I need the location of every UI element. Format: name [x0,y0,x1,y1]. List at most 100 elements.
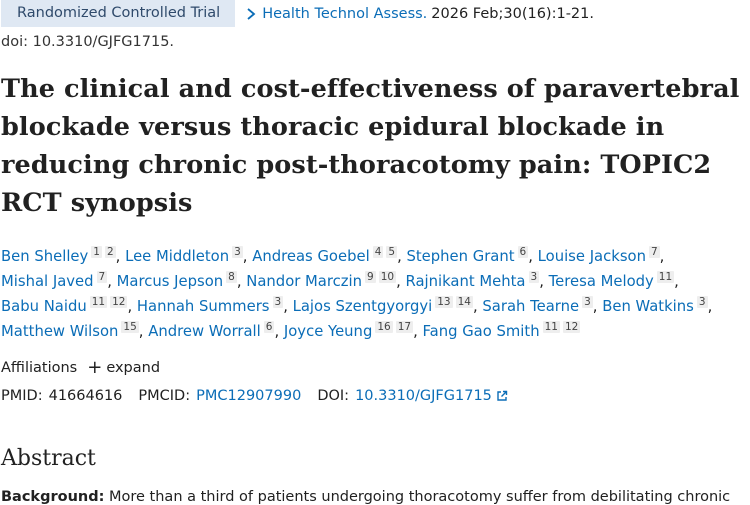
pmcid-label: PMCID: [138,388,191,404]
affiliation-number[interactable]: 3 [696,296,708,308]
affiliation-number[interactable]: 3 [528,271,540,283]
identifiers: PMID: 41664616 PMCID: PMC12907990 DOI: 1… [1,388,508,404]
affiliation-number[interactable]: 7 [96,271,108,283]
author-item: Matthew Wilson 15 [1,321,139,340]
author-link[interactable]: Rajnikant Mehta [405,273,526,290]
abstract-text: Background: More than a third of patient… [1,489,730,505]
author-item: Louise Jackson 7 [537,246,660,265]
author-separator: , [283,298,293,315]
external-link-icon[interactable] [496,390,508,402]
affiliation-number[interactable]: 3 [582,296,593,308]
author-item: Andrew Worrall 6 [148,321,275,340]
affiliation-number[interactable]: 6 [517,246,529,258]
article-title: The clinical and cost-effectiveness of p… [1,74,740,218]
affiliation-number[interactable]: 4 [372,246,384,258]
author-item: Andreas Goebel 4 5 [252,246,398,265]
affiliation-number[interactable]: 17 [395,321,414,333]
citation-text: 2026 Feb;30(16):1-21. [431,5,594,22]
author-link[interactable]: Joyce Yeung [283,323,373,340]
abstract-section-label: Background: [1,489,105,505]
author-link[interactable]: Babu Naidu [1,298,87,315]
author-item: Sarah Tearne 3 [482,296,593,315]
author-link[interactable]: Ben Watkins [602,298,694,315]
author-item: Nandor Marczin 9 10 [246,271,397,290]
author-link[interactable]: Stephen Grant [406,248,515,265]
author-link[interactable]: Fang Gao Smith [422,323,540,340]
affiliation-number[interactable]: 5 [386,246,398,258]
pmid-value: 41664616 [48,388,123,404]
author-item: Babu Naidu 11 12 [1,296,128,315]
author-item: Mishal Javed 7 [1,271,108,290]
author-link[interactable]: Matthew Wilson [1,323,119,340]
journal-link[interactable]: Health Technol Assess. [262,5,428,22]
affiliation-number[interactable]: 6 [263,321,275,333]
affiliation-number[interactable]: 15 [121,321,139,333]
affiliation-number[interactable]: 11 [656,271,675,283]
affiliation-number[interactable]: 9 [365,271,376,283]
expand-label: expand [106,360,161,376]
affiliation-number[interactable]: 1 [91,246,102,258]
author-item: Ben Shelley 1 2 [1,246,116,265]
author-item: Fang Gao Smith 11 12 [422,321,581,340]
doi-line: doi: 10.3310/GJFG1715. [1,34,175,50]
author-separator: , [659,248,665,265]
author-separator: , [107,273,117,290]
journal-citation: Health Technol Assess. 2026 Feb;30(16):1… [245,6,594,22]
author-link[interactable]: Andrew Worrall [148,323,261,340]
author-link[interactable]: Nandor Marczin [246,273,363,290]
author-separator: , [396,273,406,290]
author-separator: , [236,273,247,290]
affiliation-number[interactable]: 11 [542,321,560,333]
doi-link[interactable]: 10.3310/GJFG1715 [355,388,492,404]
author-list: Ben Shelley 1 2, Lee Middleton 3, Andreas G… [1,244,741,344]
doi-label: DOI: [317,388,350,404]
affiliation-number[interactable]: 10 [378,271,397,283]
author-separator: , [413,323,423,340]
affiliation-number[interactable]: 14 [455,296,473,308]
author-separator: , [528,248,538,265]
affiliation-number[interactable]: 2 [104,246,116,258]
author-item: Hannah Summers 3 [136,296,284,315]
affiliation-number[interactable]: 13 [435,296,453,308]
author-item: Stephen Grant 6 [406,246,529,265]
author-link[interactable]: Mishal Javed [1,273,94,290]
affiliation-number[interactable]: 3 [232,246,243,258]
author-link[interactable]: Hannah Summers [136,298,270,315]
abstract-heading: Abstract [1,446,96,471]
affiliation-number[interactable]: 16 [375,321,393,333]
author-link[interactable]: Sarah Tearne [482,298,580,315]
plus-icon: + [87,357,103,378]
author-link[interactable]: Teresa Melody [548,273,654,290]
author-separator: , [242,248,253,265]
author-link[interactable]: Lee Middleton [125,248,230,265]
author-link[interactable]: Marcus Jepson [116,273,224,290]
affiliation-number[interactable]: 11 [89,296,108,308]
abstract-section-text: More than a third of patients undergoing… [109,489,731,505]
author-link[interactable]: Lajos Szentgyorgyi [292,298,433,315]
affiliation-number[interactable]: 12 [562,321,581,333]
author-link[interactable]: Ben Shelley [1,248,89,265]
affiliation-number[interactable]: 8 [226,271,237,283]
author-item: Lee Middleton 3 [125,246,243,265]
author-item: Teresa Melody 11 [548,271,675,290]
header-line: Randomized Controlled Trial Health Techn… [0,0,594,27]
author-item: Ben Watkins 3 [602,296,708,315]
author-item: Rajnikant Mehta 3 [405,271,540,290]
author-item: Joyce Yeung 16 17 [283,321,414,340]
author-separator: , [138,323,149,340]
pmcid-link[interactable]: PMC12907990 [196,388,302,404]
affiliation-number[interactable]: 12 [110,296,128,308]
author-separator: , [539,273,549,290]
affiliations-toggle[interactable]: Affiliations + expand [1,357,161,378]
affiliation-number[interactable]: 7 [648,246,660,258]
author-item: Lajos Szentgyorgyi 13 14 [292,296,473,315]
author-separator: , [707,298,713,315]
author-separator: , [115,248,126,265]
author-link[interactable]: Andreas Goebel [252,248,370,265]
affiliations-label: Affiliations [1,360,78,376]
pmid-label: PMID: [1,388,43,404]
author-separator: , [674,273,679,290]
author-link[interactable]: Louise Jackson [537,248,646,265]
affiliation-number[interactable]: 3 [272,296,284,308]
author-separator: , [472,298,483,315]
